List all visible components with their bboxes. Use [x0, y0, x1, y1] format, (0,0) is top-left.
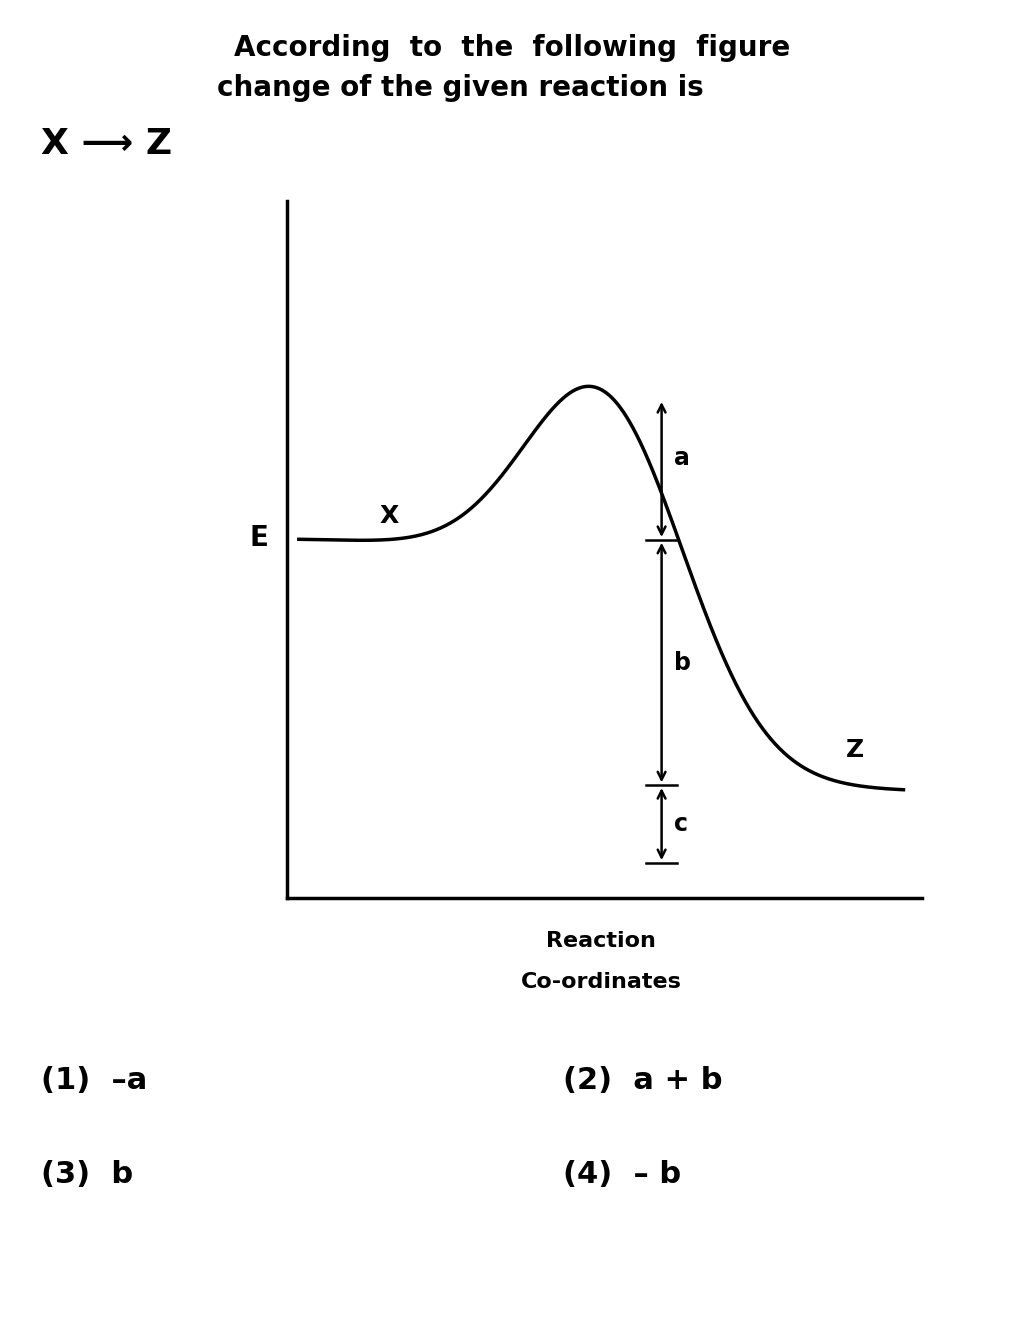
Text: b: b — [674, 650, 691, 675]
Text: change of the given reaction is: change of the given reaction is — [217, 74, 705, 102]
Text: X: X — [380, 504, 399, 528]
Text: Reaction: Reaction — [546, 931, 656, 951]
Text: X ⟶ Z: X ⟶ Z — [41, 127, 172, 161]
Text: (4)  – b: (4) – b — [563, 1160, 681, 1189]
Text: a: a — [674, 445, 689, 469]
Text: Z: Z — [846, 738, 864, 762]
Text: Co-ordinates: Co-ordinates — [520, 972, 682, 992]
Text: (2)  a + b: (2) a + b — [563, 1066, 723, 1096]
Text: c: c — [674, 813, 688, 835]
Text: According  to  the  following  figure: According to the following figure — [233, 34, 791, 62]
Text: E: E — [250, 524, 268, 552]
Text: (3)  b: (3) b — [41, 1160, 133, 1189]
Text: (1)  –a: (1) –a — [41, 1066, 147, 1096]
